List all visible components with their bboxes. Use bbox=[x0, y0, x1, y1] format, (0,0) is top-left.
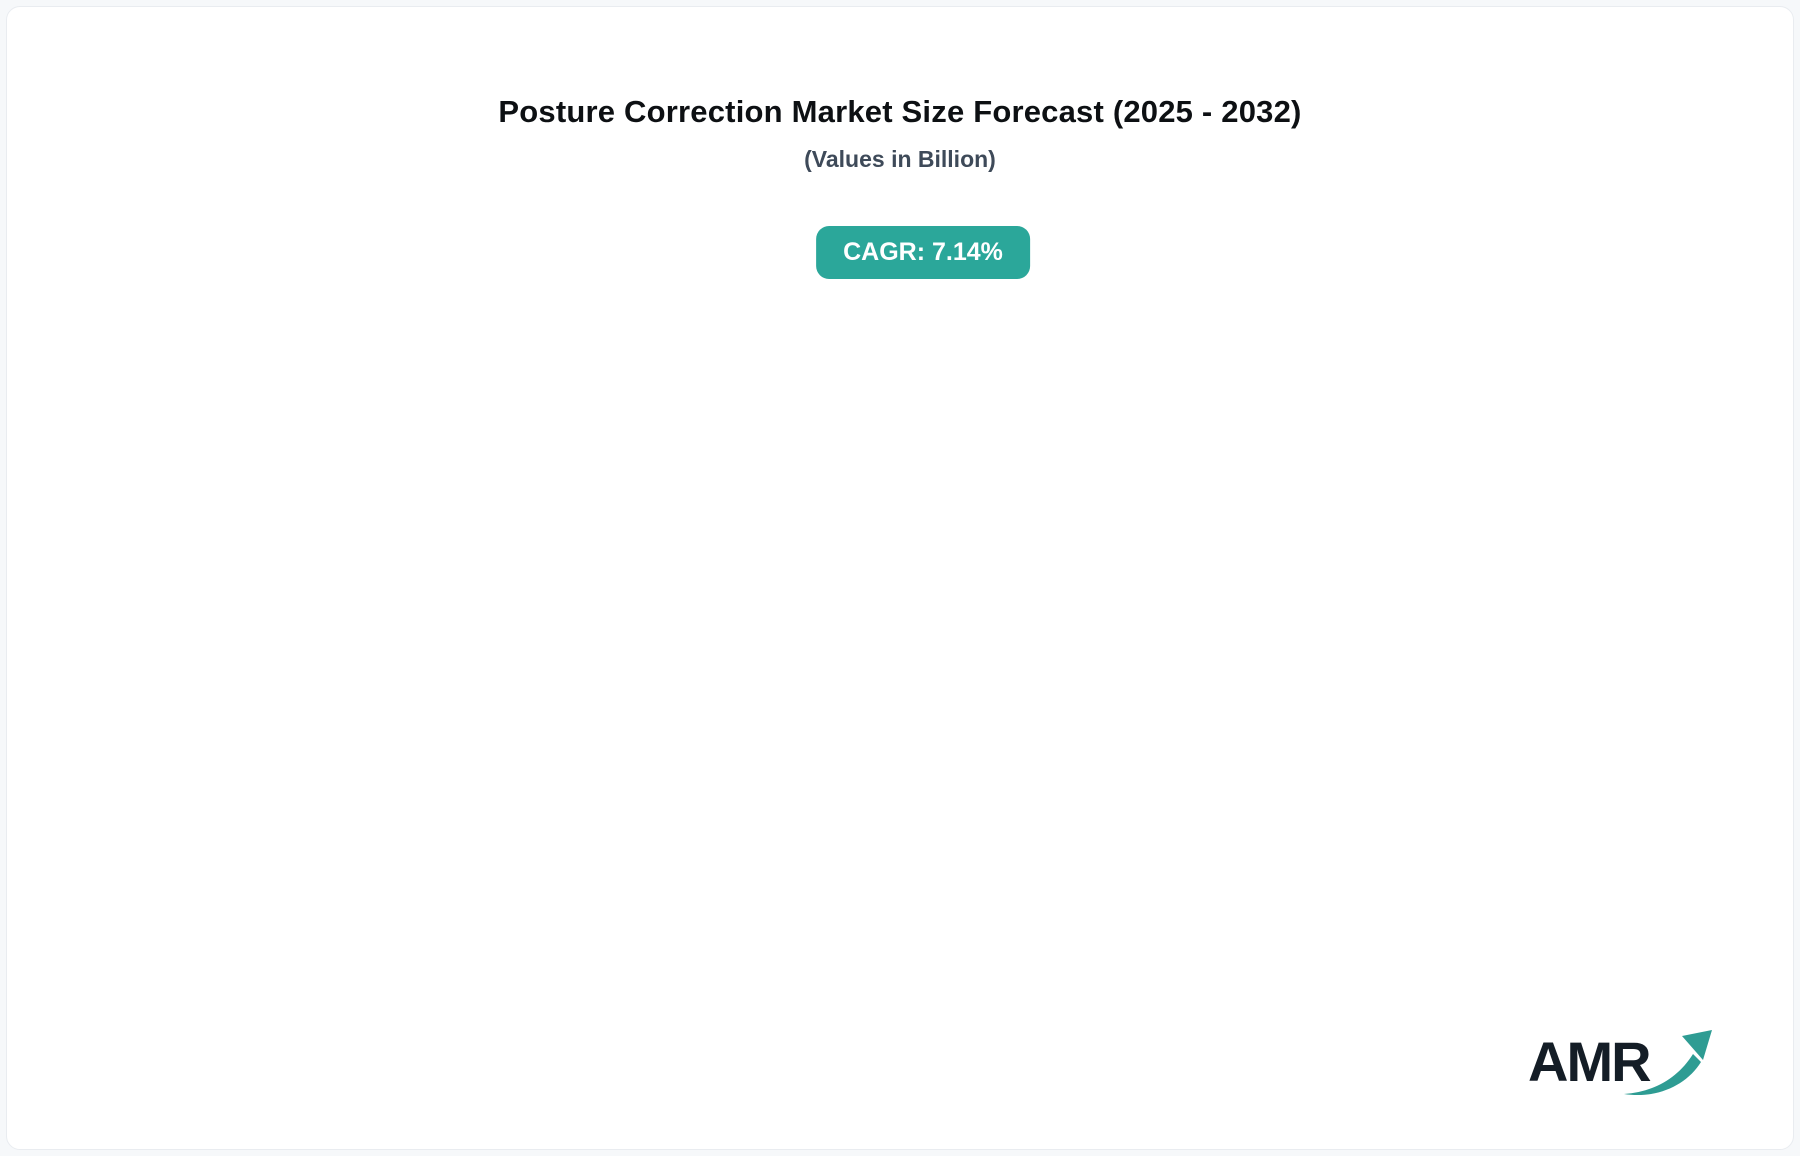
chart-subtitle: (Values in Billion) bbox=[804, 146, 996, 172]
trending-up-arrow-icon bbox=[1623, 1030, 1712, 1096]
cagr-badge: CAGR: 7.14% bbox=[816, 226, 1030, 279]
chart-card bbox=[6, 6, 1794, 1150]
amr-logo-text: AMR bbox=[1528, 1030, 1652, 1093]
amr-logo: AMR bbox=[1528, 1030, 1716, 1108]
chart-title: Posture Correction Market Size Forecast … bbox=[498, 94, 1302, 129]
